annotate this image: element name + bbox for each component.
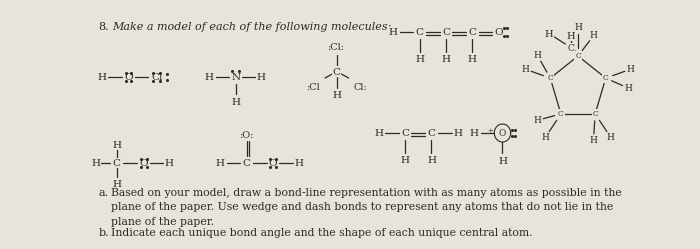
Text: b.: b.	[98, 228, 109, 238]
Text: H: H	[112, 180, 121, 188]
Text: H: H	[257, 72, 266, 81]
Text: Indicate each unique bond angle and the shape of each unique central atom.: Indicate each unique bond angle and the …	[111, 228, 533, 238]
Text: H: H	[589, 136, 597, 145]
Text: H: H	[468, 55, 477, 63]
Text: H: H	[533, 51, 541, 60]
Text: +: +	[488, 127, 494, 135]
Text: H: H	[624, 84, 633, 93]
Text: H: H	[454, 128, 463, 137]
Text: C: C	[332, 67, 341, 76]
Text: H: H	[294, 159, 303, 168]
Text: C: C	[558, 110, 564, 118]
Text: O: O	[139, 159, 148, 168]
Text: :Cl: :Cl	[307, 82, 321, 91]
Text: H: H	[542, 133, 550, 142]
Text: H: H	[112, 140, 121, 149]
Text: C: C	[567, 44, 574, 53]
Text: Cl: Cl	[151, 72, 162, 81]
Text: H: H	[574, 22, 582, 32]
Text: H: H	[205, 72, 214, 81]
Text: C: C	[592, 110, 598, 118]
Text: H: H	[400, 155, 410, 165]
Text: Make a model of each of the following molecules:: Make a model of each of the following mo…	[112, 22, 391, 32]
Text: C: C	[547, 74, 553, 82]
Text: H: H	[627, 65, 635, 74]
Text: C: C	[442, 27, 450, 37]
Text: H: H	[231, 98, 240, 107]
Text: H: H	[374, 128, 383, 137]
Text: H: H	[470, 128, 479, 137]
Text: C: C	[603, 74, 608, 82]
Text: H: H	[97, 72, 106, 81]
Text: C: C	[468, 27, 477, 37]
Text: H: H	[566, 32, 575, 41]
Text: H: H	[545, 29, 553, 39]
Text: C: C	[416, 27, 423, 37]
Text: Based on your model, draw a bond-line representation with as many atoms as possi: Based on your model, draw a bond-line re…	[111, 188, 622, 227]
Text: H: H	[332, 90, 342, 100]
Text: Cl:: Cl:	[354, 82, 368, 91]
Text: H: H	[91, 159, 100, 168]
Text: H: H	[607, 133, 615, 142]
Text: H: H	[442, 55, 451, 63]
Text: C: C	[428, 128, 435, 137]
Text: :O:: :O:	[239, 130, 254, 139]
Text: O: O	[494, 27, 503, 37]
Text: H: H	[164, 159, 174, 168]
Text: a.: a.	[98, 188, 108, 198]
Text: C: C	[401, 128, 409, 137]
Text: H: H	[533, 116, 541, 125]
Text: H: H	[590, 31, 598, 40]
Text: C: C	[113, 159, 120, 168]
Text: O: O	[269, 159, 277, 168]
Text: O: O	[124, 72, 133, 81]
Text: 8.: 8.	[98, 22, 109, 32]
Text: H: H	[415, 55, 424, 63]
Text: :Cl:: :Cl:	[328, 43, 345, 52]
Text: O: O	[499, 128, 506, 137]
Text: N: N	[231, 72, 240, 81]
Text: H: H	[389, 27, 398, 37]
Text: H: H	[216, 159, 225, 168]
Text: H: H	[427, 155, 436, 165]
Text: C: C	[243, 159, 251, 168]
Text: H: H	[498, 157, 507, 166]
Text: C: C	[575, 52, 581, 60]
Text: H: H	[522, 65, 529, 74]
